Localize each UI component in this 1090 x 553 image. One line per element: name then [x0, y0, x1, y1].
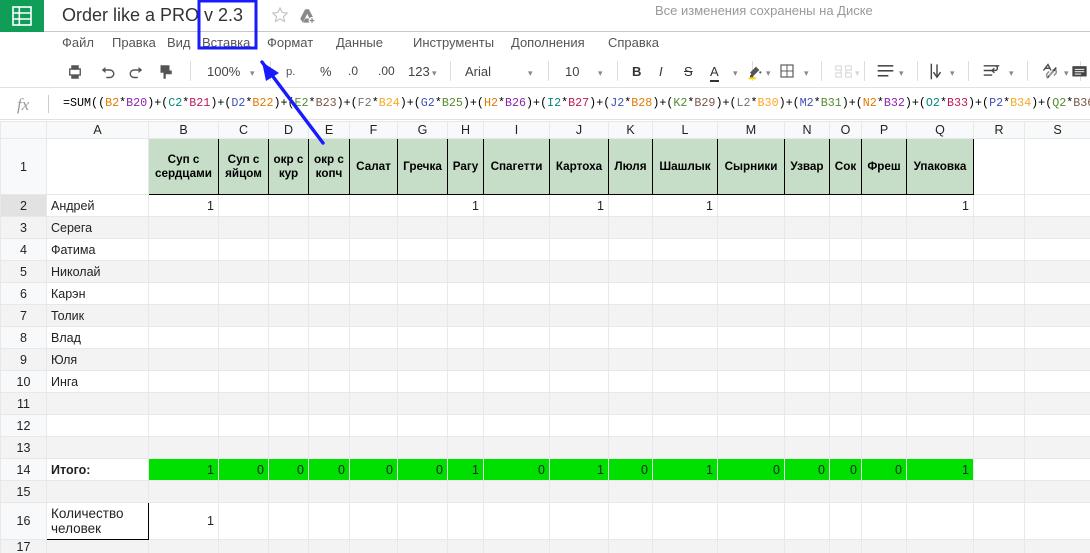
svg-text:p.: p.	[286, 66, 295, 78]
